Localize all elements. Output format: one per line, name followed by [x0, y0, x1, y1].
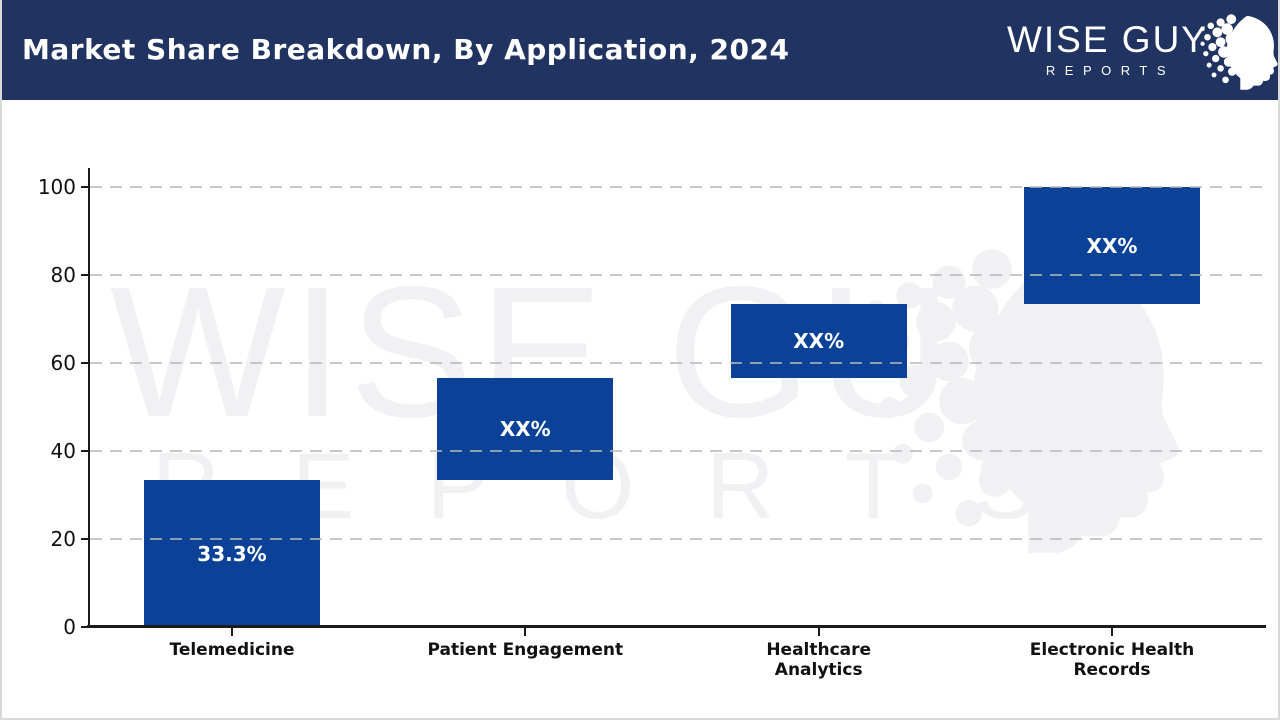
page-title: Market Share Breakdown, By Application, … [22, 33, 790, 66]
y-tick-20 [81, 538, 89, 540]
y-axis-line [88, 168, 90, 627]
brand-head-icon [1200, 14, 1278, 90]
x-tick-0 [231, 628, 233, 636]
x-axis-label-0: Telemedicine [169, 640, 295, 660]
y-tick-60 [81, 362, 89, 364]
y-tick-label-60: 60 [50, 351, 76, 375]
x-axis-line [87, 625, 1266, 628]
header-band: Market Share Breakdown, By Application, … [2, 0, 1278, 100]
x-tick-3 [1111, 628, 1113, 636]
bar-3 [1024, 187, 1200, 305]
bar-value-label-2: XX% [793, 329, 845, 353]
y-tick-40 [81, 450, 89, 452]
x-axis-label-1: Patient Engagement [427, 640, 624, 660]
x-axis-label-2: Healthcare Analytics [766, 640, 872, 680]
brand-tagline: REPORTS [1045, 63, 1176, 78]
bar-2 [730, 304, 907, 378]
y-tick-label-100: 100 [37, 175, 76, 199]
x-tick-1 [524, 628, 527, 636]
y-tick-label-80: 80 [50, 263, 76, 287]
bar-0 [144, 480, 320, 627]
y-tick-0 [81, 626, 89, 628]
x-tick-2 [817, 628, 820, 636]
y-tick-label-0: 0 [63, 615, 76, 639]
brand-name: WISE GUY [1006, 19, 1208, 60]
bar-value-label-3: XX% [1086, 233, 1138, 258]
y-tick-label-40: 40 [50, 439, 76, 463]
y-tick-80 [81, 274, 89, 276]
watermark-head-icon [867, 249, 1179, 553]
bar-value-label-1: XX% [499, 417, 551, 442]
y-tick-100 [81, 186, 89, 188]
bar-value-label-0: 33.3% [197, 541, 267, 566]
bar-1 [437, 377, 614, 481]
brand-logo: WISE GUY REPORTS [1007, 4, 1278, 98]
brand-logo-text: WISE GUY REPORTS [1006, 19, 1208, 79]
x-axis-label-3: Electronic Health Records [1029, 640, 1195, 680]
y-tick-label-20: 20 [50, 527, 76, 551]
